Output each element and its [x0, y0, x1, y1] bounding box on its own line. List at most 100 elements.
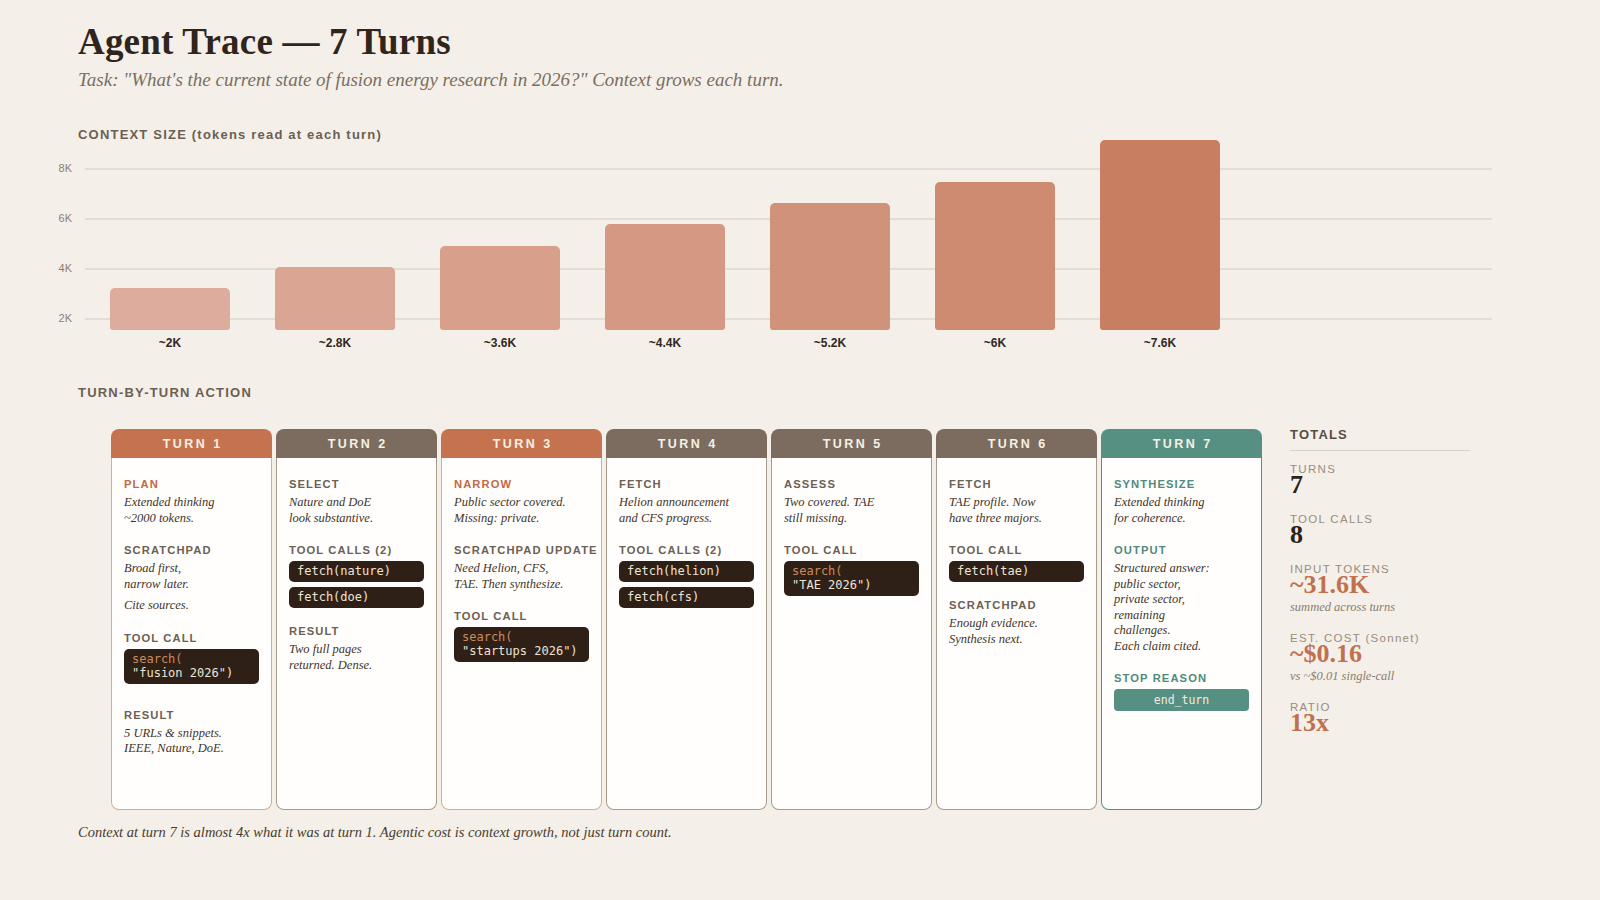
- turn-cards: TURN 1 PLAN Extended thinking~2000 tokens.…: [111, 429, 1262, 810]
- totals-item: TOOL CALLS8: [1290, 513, 1470, 545]
- card-section-title: TOOL CALLS (2): [289, 544, 424, 556]
- context-bar: [770, 203, 890, 330]
- tool-call-chip: fetch(cfs): [619, 587, 754, 608]
- tool-call-chip: fetch(tae): [949, 561, 1084, 582]
- turn-card-7: TURN 7 SYNTHESIZE Extended thinkingfor coh…: [1101, 429, 1262, 810]
- card-section-title: SELECT: [289, 478, 424, 490]
- turn-card-body: NARROW Public sector covered.Missing: pri…: [441, 458, 602, 810]
- turn-card-body: FETCH Helion announcementand CFS progress…: [606, 458, 767, 810]
- context-bar: [110, 288, 230, 330]
- card-note-text: Structured answer:public sector,private …: [1114, 561, 1249, 654]
- bar-value-label: ~3.6K: [440, 336, 560, 350]
- bar-value-label: ~5.2K: [770, 336, 890, 350]
- bar-value-label: ~2K: [110, 336, 230, 350]
- card-section-title: FETCH: [619, 478, 754, 490]
- y-axis-tick-label: 6K: [32, 212, 72, 224]
- turn-card-body: ASSESS Two covered. TAEstill missing. TOOL…: [771, 458, 932, 810]
- page-title: Agent Trace — 7 Turns: [78, 20, 451, 63]
- turn-card-header: TURN 6: [936, 429, 1097, 458]
- totals-item: EST. COST (Sonnet)~$0.16vs ~$0.01 single…: [1290, 632, 1470, 683]
- y-axis-tick-label: 4K: [32, 262, 72, 274]
- turn-card-1: TURN 1 PLAN Extended thinking~2000 tokens.…: [111, 429, 272, 810]
- totals-item: RATIO13x: [1290, 701, 1470, 733]
- tool-call-chip: search("startups 2026"): [454, 627, 589, 662]
- totals-divider: [1290, 450, 1470, 451]
- card-section-title: ASSESS: [784, 478, 919, 490]
- card-note-text: TAE profile. Nowhave three majors.: [949, 495, 1084, 526]
- card-note-text: Enough evidence.Synthesis next.: [949, 616, 1084, 647]
- tool-call-chip: fetch(nature): [289, 561, 424, 582]
- card-section-title: NARROW: [454, 478, 589, 490]
- bar-value-label: ~2.8K: [275, 336, 395, 350]
- turn-card-5: TURN 5 ASSESS Two covered. TAEstill missin…: [771, 429, 932, 810]
- turn-card-6: TURN 6 FETCH TAE profile. Nowhave three ma…: [936, 429, 1097, 810]
- turn-card-header: TURN 4: [606, 429, 767, 458]
- footnote: Context at turn 7 is almost 4x what it w…: [78, 824, 672, 841]
- turn-card-2: TURN 2 SELECT Nature and DoElook substanti…: [276, 429, 437, 810]
- context-chart: 2K4K6K8K~2K~2.8K~3.6K~4.4K~5.2K~6K~7.6K: [85, 140, 1492, 330]
- tool-call-chip: search("fusion 2026"): [124, 649, 259, 684]
- card-section-title: PLAN: [124, 478, 259, 490]
- y-axis-tick-label: 2K: [32, 312, 72, 324]
- tool-call-chip: search("TAE 2026"): [784, 561, 919, 596]
- card-note-text: Public sector covered.Missing: private.: [454, 495, 589, 526]
- card-note-text: Nature and DoElook substantive.: [289, 495, 424, 526]
- turn-card-body: PLAN Extended thinking~2000 tokens. SCRATC…: [111, 458, 272, 810]
- context-bar: [605, 224, 725, 330]
- total-value: ~$0.16: [1290, 644, 1470, 664]
- context-bar: [440, 246, 560, 330]
- card-section-title: TOOL CALL: [454, 610, 589, 622]
- turn-card-3: TURN 3 NARROW Public sector covered.Missin…: [441, 429, 602, 810]
- turn-card-header: TURN 3: [441, 429, 602, 458]
- card-section-title: RESULT: [124, 709, 259, 721]
- totals-panel: TOTALS TURNS7TOOL CALLS8INPUT TOKENS~31.…: [1290, 428, 1470, 733]
- totals-item: INPUT TOKENS~31.6Ksummed across turns: [1290, 563, 1470, 614]
- card-note-text: Extended thinking~2000 tokens.: [124, 495, 259, 526]
- turns-section-label: TURN-BY-TURN ACTION: [78, 385, 252, 400]
- card-section-title: OUTPUT: [1114, 544, 1249, 556]
- card-section-title: SCRATCHPAD UPDATE: [454, 544, 589, 556]
- card-section-title: FETCH: [949, 478, 1084, 490]
- total-value: 13x: [1290, 713, 1470, 733]
- turn-card-header: TURN 7: [1101, 429, 1262, 458]
- total-note: summed across turns: [1290, 601, 1470, 614]
- totals-item: TURNS7: [1290, 463, 1470, 495]
- total-value: 8: [1290, 525, 1470, 545]
- turn-card-body: FETCH TAE profile. Nowhave three majors. T…: [936, 458, 1097, 810]
- card-note-text: 5 URLs & snippets.IEEE, Nature, DoE.: [124, 726, 259, 757]
- total-value: 7: [1290, 475, 1470, 495]
- context-bar: [275, 267, 395, 330]
- card-section-title: SYNTHESIZE: [1114, 478, 1249, 490]
- page-subtitle: Task: "What's the current state of fusio…: [78, 69, 784, 91]
- y-axis-tick-label: 8K: [32, 162, 72, 174]
- total-label: TOOL CALLS: [1290, 513, 1470, 525]
- card-section-title: TOOL CALL: [949, 544, 1084, 556]
- card-section-title: SCRATCHPAD: [124, 544, 259, 556]
- card-note-text: Cite sources.: [124, 598, 259, 614]
- turn-card-body: SELECT Nature and DoElook substantive. TOO…: [276, 458, 437, 810]
- card-note-text: Helion announcementand CFS progress.: [619, 495, 754, 526]
- totals-title: TOTALS: [1290, 428, 1470, 441]
- bar-value-label: ~7.6K: [1100, 336, 1220, 350]
- card-section-title: STOP REASON: [1114, 672, 1249, 684]
- turn-card-header: TURN 2: [276, 429, 437, 458]
- bar-value-label: ~4.4K: [605, 336, 725, 350]
- bar-value-label: ~6K: [935, 336, 1055, 350]
- total-label: TURNS: [1290, 463, 1470, 475]
- tool-call-chip: fetch(doe): [289, 587, 424, 608]
- card-note-text: Extended thinkingfor coherence.: [1114, 495, 1249, 526]
- turn-card-4: TURN 4 FETCH Helion announcementand CFS pr…: [606, 429, 767, 810]
- card-section-title: TOOL CALL: [124, 632, 259, 644]
- total-value: ~31.6K: [1290, 575, 1470, 595]
- turn-card-header: TURN 5: [771, 429, 932, 458]
- card-note-text: Need Helion, CFS,TAE. Then synthesize.: [454, 561, 589, 592]
- total-note: vs ~$0.01 single-call: [1290, 670, 1470, 683]
- stop-reason-badge: end_turn: [1114, 689, 1249, 711]
- card-section-title: TOOL CALL: [784, 544, 919, 556]
- context-bar: [1100, 140, 1220, 330]
- card-note-text: Two covered. TAEstill missing.: [784, 495, 919, 526]
- tool-call-chip: fetch(helion): [619, 561, 754, 582]
- turn-card-header: TURN 1: [111, 429, 272, 458]
- turn-card-body: SYNTHESIZE Extended thinkingfor coherence…: [1101, 458, 1262, 810]
- chart-gridline: [85, 168, 1492, 170]
